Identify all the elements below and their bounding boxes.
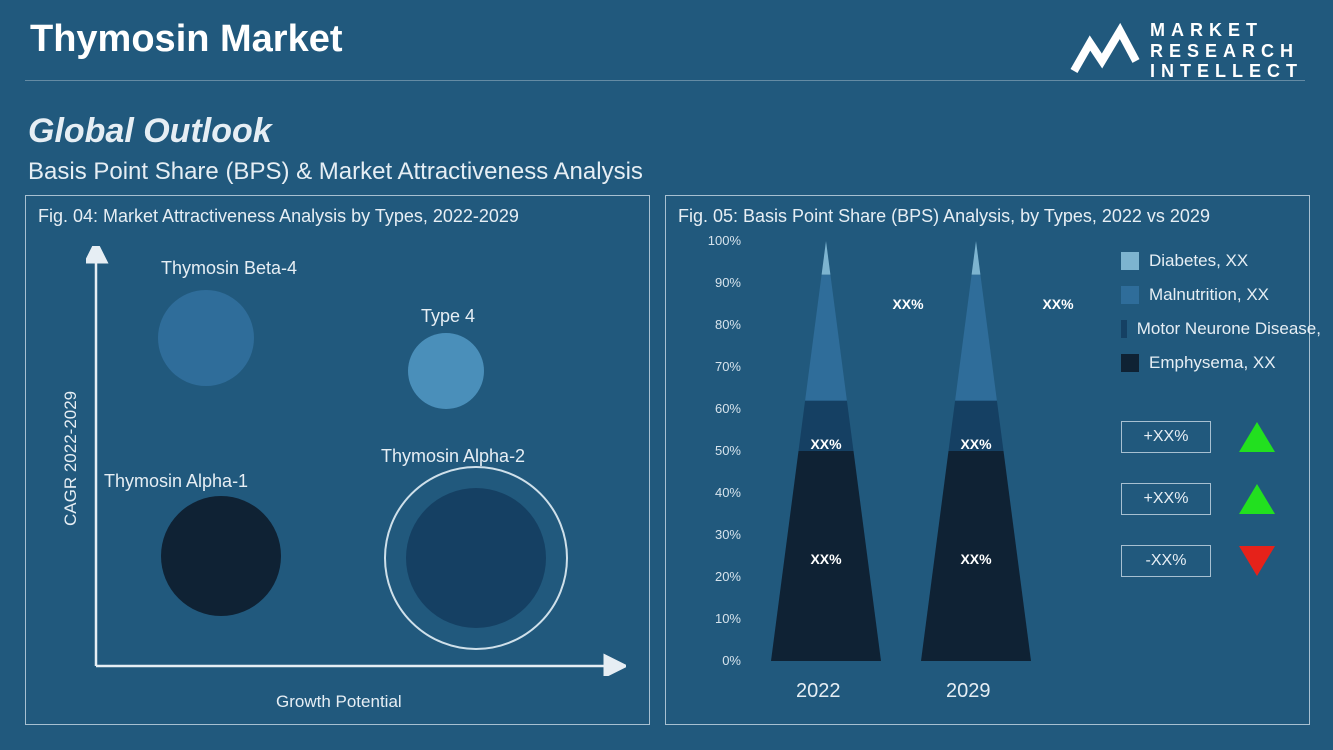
logo-text-line2: RESEARCH — [1150, 41, 1303, 62]
section-heading: Global Outlook — [28, 112, 272, 151]
y-tick: 30% — [686, 527, 741, 542]
brand-logo: MARKET RESEARCH INTELLECT — [1070, 20, 1303, 82]
cone-segment — [805, 275, 847, 401]
cone-segment — [822, 241, 831, 275]
fig05-title: Fig. 05: Basis Point Share (BPS) Analysi… — [678, 206, 1309, 227]
fig05-deltas: +XX% +XX% -XX% — [1121, 421, 1275, 607]
legend-swatch — [1121, 252, 1139, 270]
y-tick: 0% — [686, 653, 741, 668]
legend-label: Malnutrition, XX — [1149, 285, 1269, 305]
section-subheading: Basis Point Share (BPS) & Market Attract… — [28, 158, 643, 186]
delta-box: +XX% — [1121, 483, 1211, 515]
cone-segment-label: XX% — [796, 551, 856, 567]
cone-segment-label: XX% — [878, 296, 938, 312]
legend-item: Emphysema, XX — [1121, 353, 1321, 373]
bubble-label: Thymosin Alpha-1 — [104, 471, 248, 492]
logo-text-line3: INTELLECT — [1150, 61, 1303, 82]
legend-label: Diabetes, XX — [1149, 251, 1248, 271]
header-divider — [25, 80, 1305, 81]
legend-label: Motor Neurone Disease, — [1137, 319, 1321, 339]
fig05-y-axis: 0%10%20%30%40%50%60%70%80%90%100% — [686, 241, 741, 661]
legend-item: Diabetes, XX — [1121, 251, 1321, 271]
fig05-legend: Diabetes, XX Malnutrition, XX Motor Neuron… — [1121, 251, 1321, 387]
delta-row: +XX% — [1121, 421, 1275, 453]
cone-segment-label: XX% — [796, 436, 856, 452]
y-tick: 40% — [686, 485, 741, 500]
y-tick: 90% — [686, 275, 741, 290]
y-tick: 100% — [686, 233, 741, 248]
bubble — [408, 333, 484, 409]
fig04-y-axis-label: CAGR 2022-2029 — [61, 391, 81, 526]
fig05-plot-area: 0%10%20%30%40%50%60%70%80%90%100% XX%XX%… — [686, 241, 1116, 711]
cone-segment-label: XX% — [1028, 296, 1088, 312]
logo-text: MARKET RESEARCH INTELLECT — [1150, 20, 1303, 82]
cone-segment — [955, 275, 997, 401]
legend-swatch — [1121, 286, 1139, 304]
fig04-x-axis-label: Growth Potential — [276, 692, 402, 712]
fig05-xlabel-2029: 2029 — [946, 680, 991, 703]
bubble-label: Thymosin Beta-4 — [161, 258, 297, 279]
cone-segment-label: XX% — [946, 551, 1006, 567]
y-tick: 50% — [686, 443, 741, 458]
page-title: Thymosin Market — [30, 18, 343, 61]
logo-text-line1: MARKET — [1150, 20, 1303, 41]
legend-swatch — [1121, 320, 1127, 338]
delta-box: -XX% — [1121, 545, 1211, 577]
bubble — [406, 488, 546, 628]
y-tick: 10% — [686, 611, 741, 626]
y-tick: 20% — [686, 569, 741, 584]
legend-swatch — [1121, 354, 1139, 372]
legend-label: Emphysema, XX — [1149, 353, 1276, 373]
logo-mark-icon — [1070, 21, 1140, 81]
y-tick: 70% — [686, 359, 741, 374]
bubble-label: Type 4 — [421, 306, 475, 327]
bubble-label: Thymosin Alpha-2 — [381, 446, 525, 467]
cone-segment — [972, 241, 981, 275]
delta-box: +XX% — [1121, 421, 1211, 453]
cone-segment-label: XX% — [946, 436, 1006, 452]
y-tick: 60% — [686, 401, 741, 416]
fig04-plot-area: Thymosin Beta-4 Type 4 Thymosin Alpha-1 Thy… — [86, 246, 626, 676]
triangle-up-icon — [1239, 484, 1275, 514]
triangle-up-icon — [1239, 422, 1275, 452]
triangle-down-icon — [1239, 546, 1275, 576]
delta-row: -XX% — [1121, 545, 1275, 577]
bubble — [158, 290, 254, 386]
y-tick: 80% — [686, 317, 741, 332]
legend-item: Motor Neurone Disease, — [1121, 319, 1321, 339]
fig05-panel: Fig. 05: Basis Point Share (BPS) Analysi… — [665, 195, 1310, 725]
fig04-panel: Fig. 04: Market Attractiveness Analysis … — [25, 195, 650, 725]
delta-row: +XX% — [1121, 483, 1275, 515]
fig04-title: Fig. 04: Market Attractiveness Analysis … — [38, 206, 649, 227]
fig05-xlabel-2022: 2022 — [796, 680, 841, 703]
bubble — [161, 496, 281, 616]
legend-item: Malnutrition, XX — [1121, 285, 1321, 305]
